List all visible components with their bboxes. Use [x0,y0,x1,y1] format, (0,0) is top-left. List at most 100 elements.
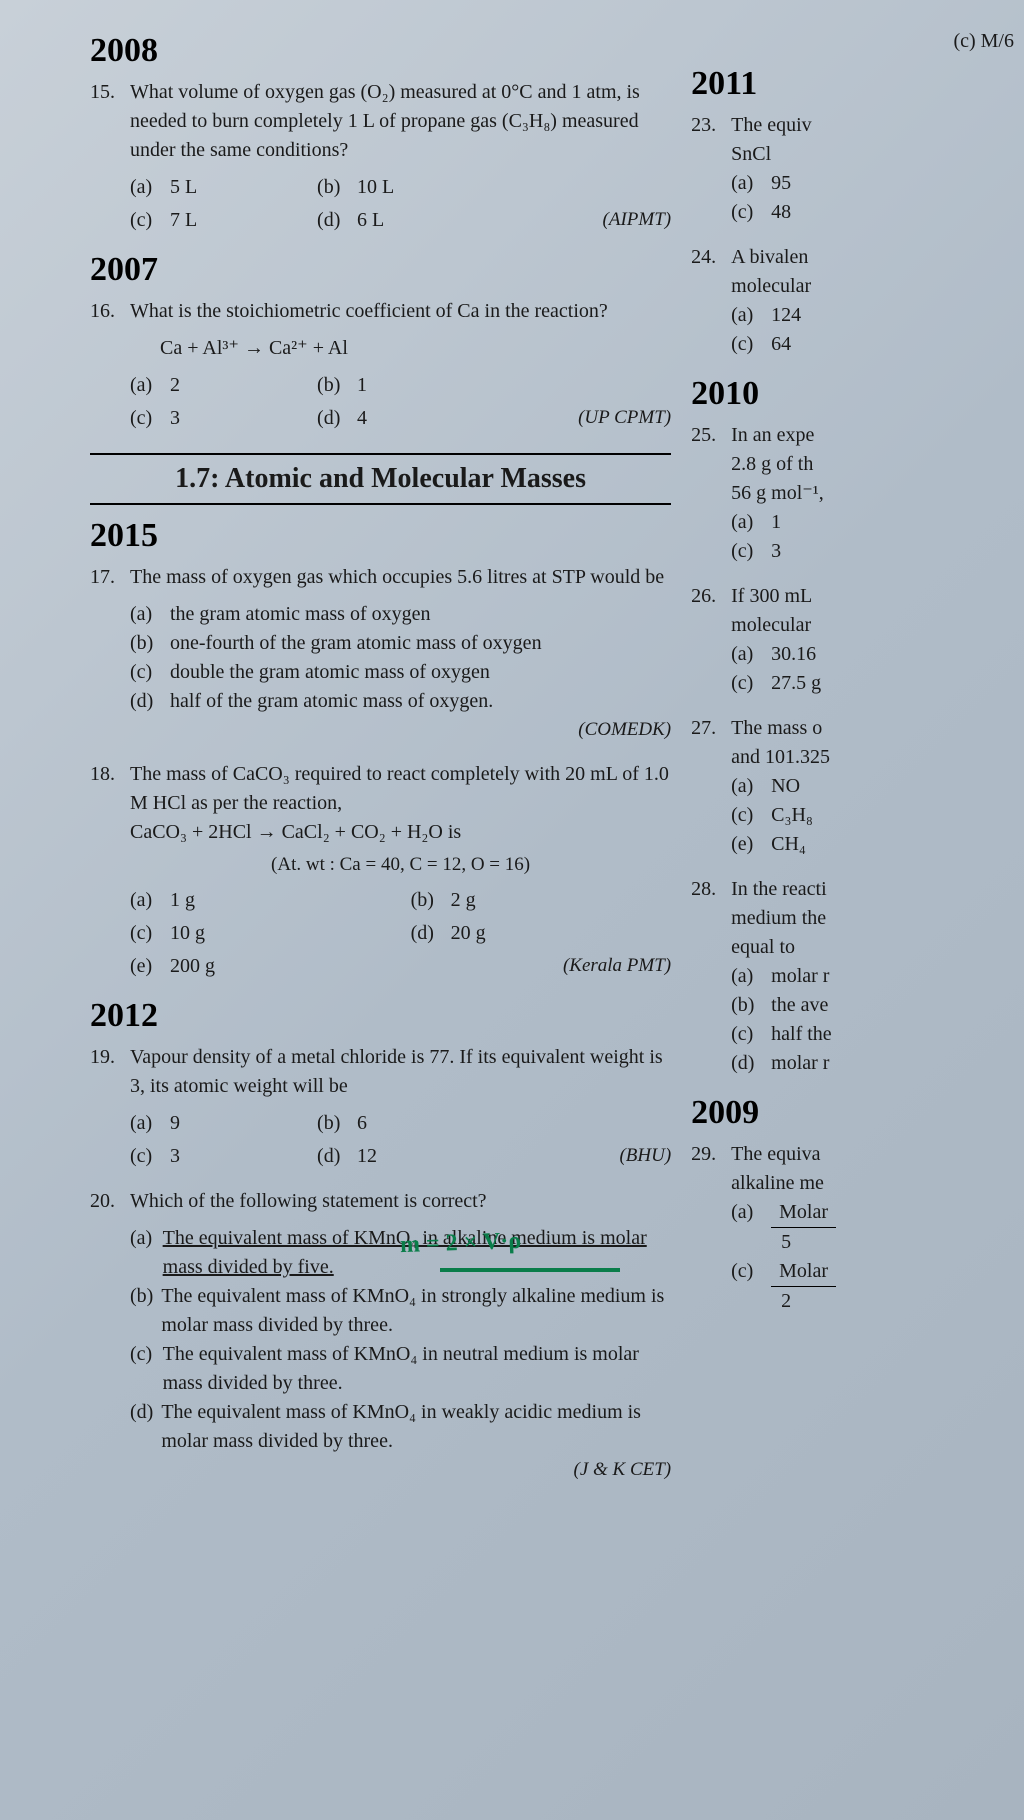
q23-c: 48 [771,198,791,227]
option-label: (b) [317,173,349,202]
question-28: 28. In the reacti medium the equal to (a… [691,875,1014,1078]
option-label: (c) [731,669,763,698]
q24-a: 124 [771,301,801,330]
option-label: (a) [731,1198,763,1228]
q26-sub: molecular [731,611,1014,640]
option-label: (a) [731,962,763,991]
q15-opt-c: 7 L [170,206,197,235]
q15-opt-d: 6 L [357,206,384,235]
option-label: (d) [317,206,349,235]
option-label: (a) [130,600,162,629]
q27-c: C₃H₈ [771,801,813,830]
year-2012: 2012 [90,997,671,1035]
option-label: (b) [731,991,763,1020]
q28-l2: equal to [731,933,1014,962]
q24-sub: molecular [731,272,1014,301]
qtext-27: The mass o [731,714,1014,743]
option-label: (c) [130,658,162,687]
q25-c: 3 [771,537,781,566]
option-label: (b) [130,1282,153,1340]
question-29: 29. The equiva alkaline me (a) Molar 5 (… [691,1140,1014,1316]
year-2011: 2011 [691,65,1014,103]
exam-tag-upcpmt: (UP CPMT) [504,404,671,433]
option-label: (c) [130,1340,155,1398]
question-15: 15. What volume of oxygen gas (O₂) measu… [90,78,671,235]
opt-c-m6: (c) M/6 [691,30,1014,53]
q28-c: half the [771,1020,832,1049]
option-label: (a) [731,772,763,801]
qtext-19: Vapour density of a metal chloride is 77… [130,1043,671,1101]
q25-l1: 2.8 g of th [731,450,1014,479]
q28-l1: medium the [731,904,1014,933]
q19-opt-c: 3 [170,1142,180,1171]
option-label: (b) [317,1109,349,1138]
q29-cf: 2 [781,1287,1014,1316]
q16-opt-a: 2 [170,371,180,400]
section-header: 1.7: Atomic and Molecular Masses [90,453,671,505]
q17-opt-c: double the gram atomic mass of oxygen [170,658,490,687]
option-label: (e) [130,952,162,981]
exam-tag-comedk: (COMEDK) [130,716,671,744]
option-label: (a) [130,173,162,202]
exam-tag-aipmt: (AIPMT) [504,206,671,235]
q18-opt-d: 20 g [451,919,486,948]
q29-a: Molar [771,1198,836,1228]
option-label: (c) [731,801,763,830]
qnum-19: 19. [90,1043,130,1171]
q23-sub: SnCl [731,140,1014,169]
handwritten-annotation: m = 2 × V·ρ [400,1228,522,1259]
option-label: (c) [731,330,763,359]
qtext-29: The equiva [731,1140,1014,1169]
year-2010: 2010 [691,375,1014,413]
q17-opt-d: half of the gram atomic mass of oxygen. [170,687,493,716]
option-label: (d) [130,1398,153,1456]
q24-c: 64 [771,330,791,359]
q19-opt-b: 6 [357,1109,367,1138]
q17-opt-a: the gram atomic mass of oxygen [170,600,431,629]
option-label: (b) [411,886,443,915]
qtext-25: In an expe [731,421,1014,450]
option-label: (d) [317,1142,349,1171]
option-label: (d) [411,919,443,948]
q27-e: CH₄ [771,830,806,859]
q20-opt-d: The equivalent mass of KMnO₄ in weakly a… [161,1398,671,1456]
option-label: (b) [130,629,162,658]
qnum-17: 17. [90,563,130,744]
q23-a: 95 [771,169,791,198]
q18-opt-c: 10 g [170,919,205,948]
annotation-underline [440,1268,620,1272]
q27-sub: and 101.325 [731,743,1014,772]
atwt-18: (At. wt : Ca = 40, C = 12, O = 16) [130,851,671,879]
q26-a: 30.16 [771,640,816,669]
q16-opt-b: 1 [357,371,367,400]
qtext-17: The mass of oxygen gas which occupies 5.… [130,563,671,592]
q18-opt-a: 1 g [170,886,195,915]
q16-opt-d: 4 [357,404,367,433]
option-label: (c) [731,198,763,227]
option-label: (c) [130,404,162,433]
q29-af: 5 [781,1228,1014,1257]
option-label: (d) [130,687,162,716]
option-label: (d) [317,404,349,433]
option-label: (a) [130,1109,162,1138]
qtext-16: What is the stoichiometric coefficient o… [130,297,671,326]
qnum-18: 18. [90,760,130,982]
q20-opt-c: The equivalent mass of KMnO₄ in neutral … [163,1340,672,1398]
question-19: 19. Vapour density of a metal chloride i… [90,1043,671,1171]
option-label: (a) [130,371,162,400]
option-label: (c) [731,537,763,566]
qtext-18: The mass of CaCO₃ required to react comp… [130,760,671,818]
qnum-15: 15. [90,78,130,235]
qtext-24: A bivalen [731,243,1014,272]
exam-tag-bhu: (BHU) [504,1142,671,1171]
option-label: (c) [731,1257,763,1287]
option-label: (c) [130,206,162,235]
option-label: (c) [130,919,162,948]
qtext-23: The equiv [731,111,1014,140]
question-23: 23. The equiv SnCl (a)95 (c)48 [691,111,1014,227]
option-label: (c) [130,1142,162,1171]
option-label: (c) [731,1020,763,1049]
q15-opt-a: 5 L [170,173,197,202]
option-label: (a) [731,301,763,330]
option-label: (d) [731,1049,763,1078]
